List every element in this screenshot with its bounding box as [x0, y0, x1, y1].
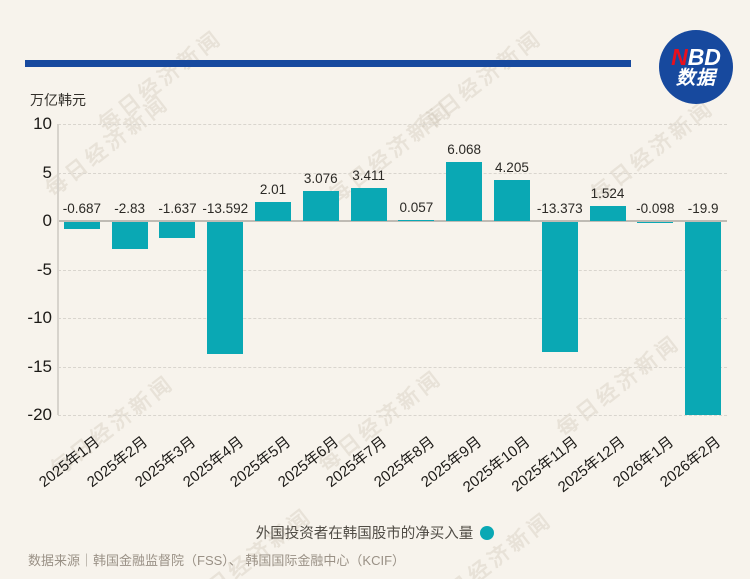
zero-axis-line — [58, 220, 727, 222]
bar-value-label: 0.057 — [399, 200, 434, 216]
bar-value-label: -1.637 — [158, 201, 197, 216]
y-axis-tick-label: -5 — [36, 259, 52, 279]
y-axis-tick-label: -10 — [27, 308, 52, 327]
bar-value-label: 2.01 — [259, 181, 287, 197]
bar — [398, 220, 435, 222]
y-axis-tick-label: 5 — [42, 162, 52, 182]
bar — [159, 222, 196, 238]
bar-value-label: 3.411 — [352, 167, 385, 183]
bar — [446, 162, 483, 221]
y-axis-unit-label: 万亿韩元 — [30, 92, 86, 108]
watermark-text: 每日经济新闻 — [414, 25, 548, 137]
legend: 外国投资者在韩国股市的净买入量 — [0, 522, 750, 543]
legend-label: 外国投资者在韩国股市的净买入量 — [255, 526, 474, 542]
watermark-text: 每日经济新闻 — [314, 365, 448, 477]
bar — [589, 206, 626, 221]
bar-value-label: 3.076 — [303, 171, 338, 187]
logo-text-shuju: 数据 — [675, 68, 716, 90]
bar-value-label: -2.83 — [114, 201, 146, 216]
gridline — [58, 172, 727, 174]
bar — [302, 191, 339, 221]
bar — [350, 187, 387, 221]
bar-value-label: -13.373 — [536, 201, 583, 216]
bar-value-label: 6.068 — [447, 142, 482, 158]
bar-value-label: -0.098 — [636, 201, 675, 216]
bar — [63, 222, 100, 229]
bar — [207, 222, 244, 354]
bar — [255, 201, 292, 221]
bar-value-label: 1.524 — [590, 186, 625, 202]
gridline — [58, 318, 727, 319]
watermark-text: 每日经济新闻 — [94, 25, 228, 137]
y-axis-tick-label: 0 — [42, 211, 52, 230]
bar-value-label: -19.9 — [687, 201, 719, 216]
logo-text-nbd: NBD — [671, 43, 721, 70]
bar — [637, 222, 674, 223]
bar-value-label: -13.592 — [202, 201, 249, 216]
bar-value-label: 4.205 — [495, 160, 529, 176]
bar-value-label: -0.687 — [62, 201, 102, 216]
gridline — [58, 415, 727, 416]
bar — [111, 222, 148, 250]
gridline — [58, 124, 727, 125]
bar — [541, 222, 578, 352]
gridline — [58, 366, 727, 368]
data-source: 数据来源｜韩国金融监督院（FSS）、 韩国国际金融中心（KCIF） — [28, 553, 406, 568]
bar — [685, 222, 722, 416]
y-axis-line — [57, 124, 59, 415]
y-axis-tick-label: 10 — [33, 114, 52, 133]
header-divider-line — [25, 60, 631, 67]
legend-dot-icon — [480, 525, 495, 540]
gridline — [58, 269, 727, 271]
y-axis-tick-label: -15 — [27, 356, 52, 376]
bar — [493, 180, 530, 221]
y-axis-tick-label: -20 — [27, 405, 52, 424]
nbd-logo: NBD 数据 — [659, 30, 733, 104]
